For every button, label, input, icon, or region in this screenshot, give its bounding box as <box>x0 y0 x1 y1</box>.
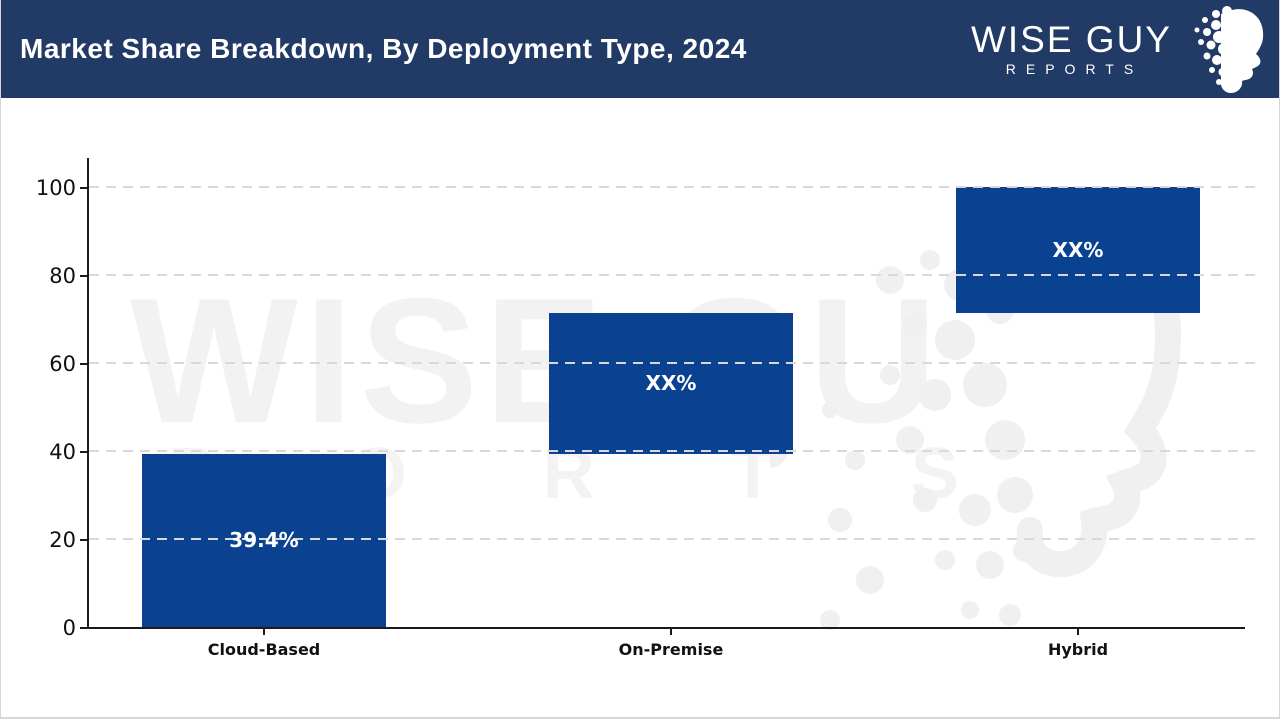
category-label: On-Premise <box>618 640 724 659</box>
y-tick-40 <box>80 451 87 453</box>
bar-value-label: 39.4% <box>229 528 299 553</box>
watermark-wordmark: WISE GU <box>130 261 944 460</box>
header-bar: Market Share Breakdown, By Deployment Ty… <box>0 0 1280 98</box>
logo-head-icon <box>1194 6 1264 93</box>
bar-value-label: XX% <box>1052 237 1104 262</box>
gridline-20 <box>89 538 1258 540</box>
y-tick-label: 60 <box>49 352 76 376</box>
wise-guy-logo: WISE GUY REPORTS <box>971 4 1280 94</box>
y-tick-20 <box>80 539 87 541</box>
y-tick-label: 100 <box>35 176 76 200</box>
y-axis-line <box>87 158 89 629</box>
x-tick-1 <box>263 629 265 635</box>
y-tick-100 <box>80 187 87 189</box>
bar-on-premise <box>549 312 793 454</box>
category-label: Hybrid <box>1047 640 1109 659</box>
logo-wordmark: WISE GUY <box>970 19 1172 60</box>
gridline-40 <box>89 450 1258 452</box>
bar-cloud-based <box>142 453 386 627</box>
x-tick-3 <box>1077 629 1079 635</box>
y-tick-80 <box>80 275 87 277</box>
gridline-80 <box>89 274 1258 276</box>
category-label: Cloud-Based <box>207 640 321 659</box>
y-tick-0 <box>80 627 87 629</box>
y-tick-label: 40 <box>49 440 76 464</box>
y-tick-60 <box>80 363 87 365</box>
chart-title: Market Share Breakdown, By Deployment Ty… <box>20 33 747 64</box>
y-tick-label: 20 <box>49 528 76 552</box>
logo-text: WISE GUY REPORTS <box>971 21 1172 77</box>
x-tick-2 <box>670 629 672 635</box>
gridline-100 <box>89 186 1258 188</box>
logo-subtitle: REPORTS <box>1005 61 1144 77</box>
bar-value-label: XX% <box>645 371 697 396</box>
bar-hybrid <box>956 187 1200 313</box>
y-tick-label: 80 <box>49 264 76 288</box>
x-axis-line <box>87 627 1245 629</box>
gridline-60 <box>89 362 1258 364</box>
y-tick-label: 0 <box>62 616 76 640</box>
